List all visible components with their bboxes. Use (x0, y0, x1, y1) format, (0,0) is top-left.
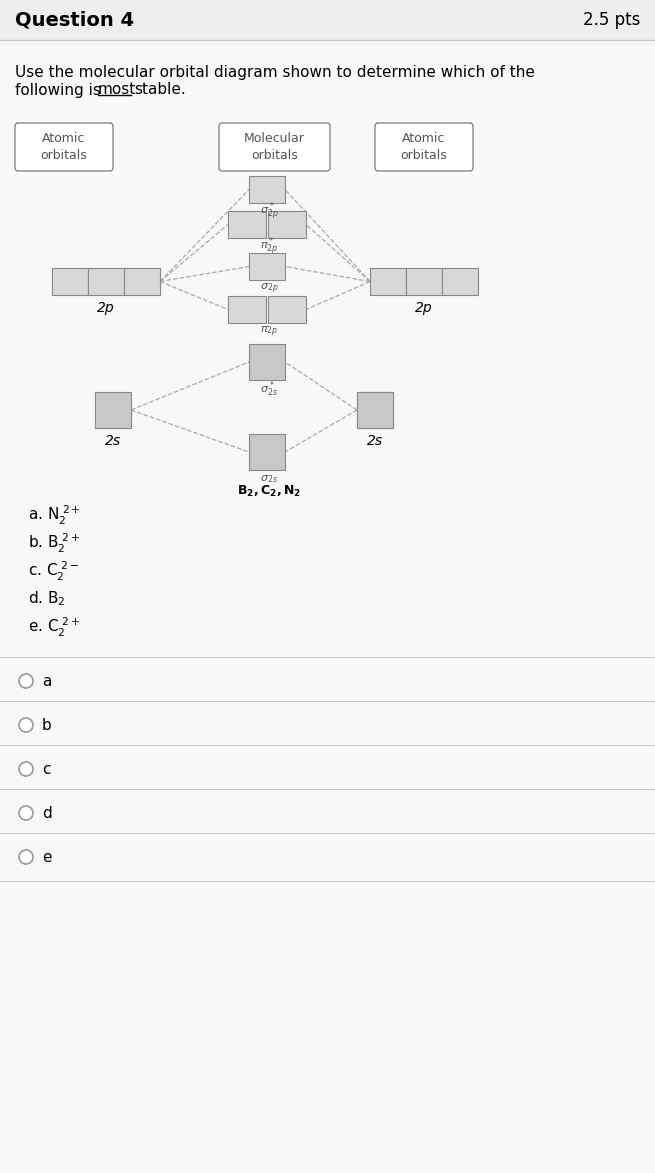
Text: b: b (42, 718, 52, 732)
Bar (228, 211, 266, 238)
Text: Atomic
orbitals: Atomic orbitals (401, 133, 447, 162)
Bar (88, 267, 124, 294)
Circle shape (19, 718, 33, 732)
Text: e: e (42, 849, 52, 865)
Text: stable.: stable. (134, 82, 186, 97)
Text: e. C$_2^{\ 2+}$: e. C$_2^{\ 2+}$ (28, 616, 80, 638)
Circle shape (19, 850, 33, 865)
Text: 2p: 2p (415, 301, 433, 316)
Text: a. N$_2^{\ 2+}$: a. N$_2^{\ 2+}$ (28, 503, 81, 527)
Text: d: d (42, 806, 52, 820)
Text: 2p: 2p (97, 301, 115, 316)
Text: most: most (98, 82, 136, 97)
Text: c: c (42, 761, 50, 777)
Bar (268, 211, 306, 238)
FancyBboxPatch shape (15, 123, 113, 171)
Text: $\sigma^*_{2s}$: $\sigma^*_{2s}$ (260, 379, 278, 399)
Bar (249, 344, 285, 380)
Text: d. B$_2$: d. B$_2$ (28, 590, 66, 609)
Bar (357, 392, 393, 428)
Bar (95, 392, 131, 428)
Text: $\pi_{2p}$: $\pi_{2p}$ (260, 325, 278, 339)
Text: following is: following is (15, 82, 101, 97)
Text: c. C$_2^{\ 2-}$: c. C$_2^{\ 2-}$ (28, 560, 79, 583)
Text: 2s: 2s (367, 434, 383, 448)
Bar (268, 296, 306, 323)
Text: $\sigma^*_{2p}$: $\sigma^*_{2p}$ (260, 201, 278, 223)
Text: a: a (42, 673, 51, 689)
Text: $\sigma_{2s}$: $\sigma_{2s}$ (260, 473, 278, 484)
Bar (357, 392, 393, 428)
Text: b. B$_2^{\ 2+}$: b. B$_2^{\ 2+}$ (28, 531, 80, 555)
Text: Molecular
orbitals: Molecular orbitals (244, 133, 305, 162)
FancyBboxPatch shape (219, 123, 330, 171)
Bar (406, 267, 442, 294)
Circle shape (19, 762, 33, 777)
Bar (0, 0, 655, 40)
Circle shape (19, 806, 33, 820)
Text: $\mathbf{B_2, C_2, N_2}$: $\mathbf{B_2, C_2, N_2}$ (237, 483, 301, 499)
Bar (249, 253, 285, 280)
Text: 2.5 pts: 2.5 pts (583, 11, 640, 29)
Bar (249, 176, 285, 203)
Text: 2s: 2s (105, 434, 121, 448)
Bar (442, 267, 478, 294)
Bar (124, 267, 160, 294)
FancyBboxPatch shape (375, 123, 473, 171)
Text: Atomic
orbitals: Atomic orbitals (41, 133, 87, 162)
Bar (370, 267, 406, 294)
Bar (52, 267, 88, 294)
Text: Use the molecular orbital diagram shown to determine which of the: Use the molecular orbital diagram shown … (15, 65, 535, 80)
Bar (228, 296, 266, 323)
Text: $\sigma_{2p}$: $\sigma_{2p}$ (260, 282, 278, 297)
Bar (249, 434, 285, 470)
Text: Question 4: Question 4 (15, 11, 134, 29)
Text: $\pi^*_{2p}$: $\pi^*_{2p}$ (260, 236, 278, 258)
Circle shape (19, 674, 33, 689)
